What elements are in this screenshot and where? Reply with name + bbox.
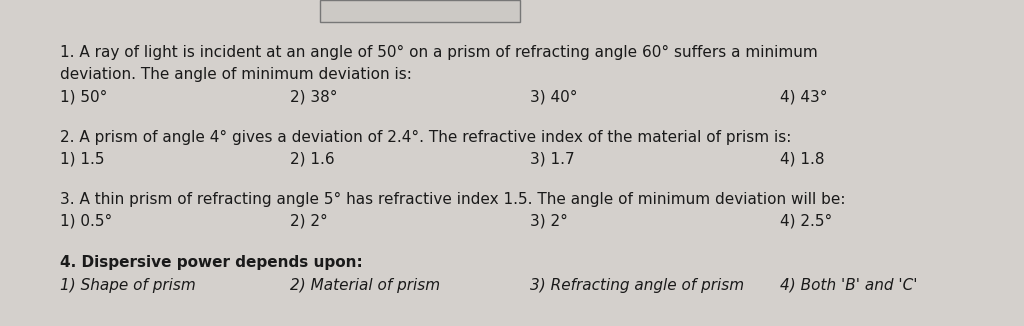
Text: 2. A prism of angle 4° gives a deviation of 2.4°. The refractive index of the ma: 2. A prism of angle 4° gives a deviation… [60, 130, 792, 145]
Text: 1. A ray of light is incident at an angle of 50° on a prism of refracting angle : 1. A ray of light is incident at an angl… [60, 45, 818, 60]
Text: 4) 1.8: 4) 1.8 [780, 152, 824, 167]
Text: 4. Dispersive power depends upon:: 4. Dispersive power depends upon: [60, 255, 362, 270]
Text: 2) 2°: 2) 2° [290, 214, 328, 229]
Text: 2) 1.6: 2) 1.6 [290, 152, 335, 167]
Text: 4) 43°: 4) 43° [780, 89, 827, 104]
Text: 4) 2.5°: 4) 2.5° [780, 214, 833, 229]
Bar [319, 0, 520, 22]
Text: 4) Both 'B' and 'C': 4) Both 'B' and 'C' [780, 278, 918, 293]
Text: 2) Material of prism: 2) Material of prism [290, 278, 440, 293]
Text: 1) Shape of prism: 1) Shape of prism [60, 278, 196, 293]
Text: 1) 1.5: 1) 1.5 [60, 152, 104, 167]
Text: 1) 50°: 1) 50° [60, 89, 108, 104]
Text: 3. A thin prism of refracting angle 5° has refractive index 1.5. The angle of mi: 3. A thin prism of refracting angle 5° h… [60, 192, 846, 207]
Text: deviation. The angle of minimum deviation is:: deviation. The angle of minimum deviatio… [60, 67, 412, 82]
Text: 3) 40°: 3) 40° [530, 89, 578, 104]
Text: 3) 1.7: 3) 1.7 [530, 152, 574, 167]
Text: 3) Refracting angle of prism: 3) Refracting angle of prism [530, 278, 744, 293]
Text: 3) 2°: 3) 2° [530, 214, 568, 229]
Text: 2) 38°: 2) 38° [290, 89, 338, 104]
Text: 1) 0.5°: 1) 0.5° [60, 214, 113, 229]
